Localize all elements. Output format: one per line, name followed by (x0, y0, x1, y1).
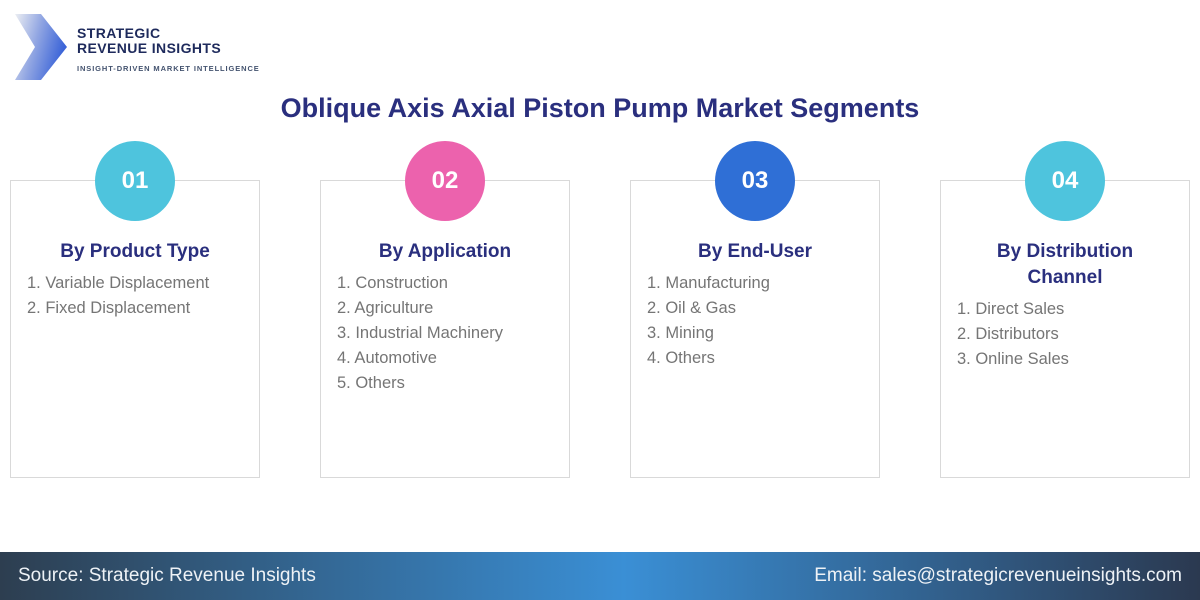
segment-list: 1. Variable Displacement 2. Fixed Displa… (11, 271, 259, 321)
badge-03: 03 (715, 141, 795, 221)
segment-list-item: 4. Automotive (337, 349, 437, 367)
segment-list-item: 2. Agriculture (337, 299, 434, 317)
card-end-user: 03 By End-User 1. Manufacturing 2. Oil &… (630, 141, 880, 478)
segment-list: 1. Construction 2. Agriculture 3. Indust… (321, 271, 569, 396)
footer-bar: Source: Strategic Revenue Insights Email… (0, 552, 1200, 600)
brand-text: STRATEGIC REVENUE INSIGHTS INSIGHT-DRIVE… (77, 14, 260, 74)
card-heading: By End-User (697, 241, 813, 262)
brand-name-line1: STRATEGIC (77, 25, 161, 41)
segment-list-item: 3. Online Sales (957, 350, 1069, 368)
segment-list-item: 5. Others (337, 374, 405, 392)
segment-list-item: 4. Others (647, 349, 715, 367)
segment-cards-row: 01 By Product Type 1. Variable Displacem… (10, 141, 1190, 478)
segment-list: 1. Manufacturing 2. Oil & Gas 3. Mining … (631, 271, 879, 371)
segment-list-item: 1. Manufacturing (647, 274, 770, 292)
footer-email: Email: sales@strategicrevenueinsights.co… (814, 565, 1182, 586)
brand-name-line2: REVENUE INSIGHTS (77, 39, 222, 56)
chevron-arrow-icon (15, 14, 67, 80)
card-heading: By Application (378, 241, 512, 262)
brand-logo: STRATEGIC REVENUE INSIGHTS INSIGHT-DRIVE… (15, 14, 260, 80)
card-heading: By Distribution Channel (996, 241, 1134, 288)
segment-list-item: 2. Fixed Displacement (27, 299, 191, 317)
card-application: 02 By Application 1. Construction 2. Agr… (320, 141, 570, 478)
card-distribution-channel: 04 By Distribution Channel 1. Direct Sal… (940, 141, 1190, 478)
segment-list-item: 1. Construction (337, 274, 448, 292)
segment-list-item: 2. Oil & Gas (647, 299, 736, 317)
segment-list-item: 2. Distributors (957, 325, 1059, 343)
card-product-type: 01 By Product Type 1. Variable Displacem… (10, 141, 260, 478)
card-heading: By Product Type (60, 241, 210, 262)
footer-source: Source: Strategic Revenue Insights (18, 565, 316, 586)
badge-01: 01 (95, 141, 175, 221)
page-title: Oblique Axis Axial Piston Pump Market Se… (280, 93, 920, 123)
segment-list: 1. Direct Sales 2. Distributors 3. Onlin… (941, 297, 1189, 372)
badge-04: 04 (1025, 141, 1105, 221)
badge-02: 02 (405, 141, 485, 221)
segment-list-item: 1. Variable Displacement (27, 274, 210, 292)
brand-tagline: INSIGHT-DRIVEN MARKET INTELLIGENCE (77, 64, 260, 74)
segment-list-item: 3. Mining (647, 324, 714, 342)
segment-list-item: 1. Direct Sales (957, 300, 1065, 318)
segment-list-item: 3. Industrial Machinery (337, 324, 503, 342)
